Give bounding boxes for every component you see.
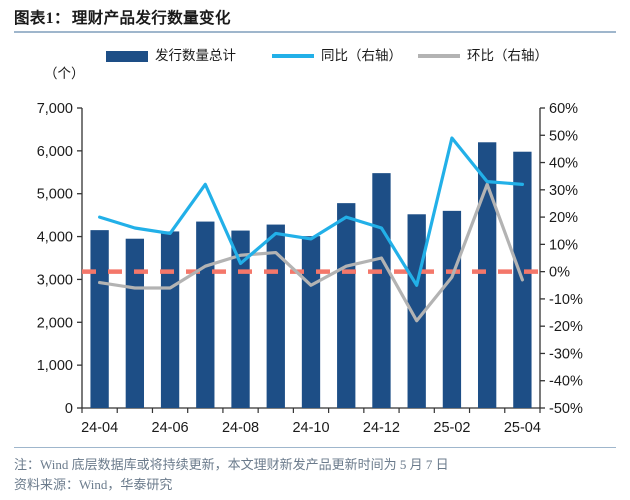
chart-header: 图表1： 理财产品发行数量变化: [0, 0, 630, 40]
right-axis-tick-label: 0%: [549, 265, 570, 281]
right-axis-tick-label: 40%: [549, 156, 578, 172]
x-axis-tick-label: 25-04: [504, 420, 541, 436]
right-axis-tick-label: -50%: [549, 401, 583, 417]
left-axis: 7,000 6,000 5,000 4,000 3,000 2,000 1,000 0: [37, 101, 83, 417]
legend-label: 发行数量总计: [155, 48, 236, 64]
footnote-source: 资料来源：Wind，华泰研究: [14, 477, 173, 492]
x-axis-tick-label: 24-10: [292, 420, 329, 436]
title-divider: [14, 31, 616, 33]
title-text: 理财产品发行数量变化: [71, 10, 231, 27]
right-axis-tick-label: -30%: [549, 346, 583, 362]
line-swatch-icon: [418, 54, 460, 59]
chart-plot-area: 7,000 6,000 5,000 4,000 3,000 2,000 1,000 0 60%…: [37, 101, 583, 436]
left-axis-tick-label: 6,000: [37, 144, 73, 160]
left-axis-tick-label: 4,000: [37, 230, 73, 246]
bar[interactable]: [301, 236, 321, 408]
legend-item-yoy[interactable]: 同比（右轴）: [272, 45, 402, 67]
y-axis-unit-label: （个）: [44, 66, 85, 81]
bar[interactable]: [160, 231, 180, 408]
chart-footer: 注：Wind 底层数据库或将持续更新，本文理财新发产品更新时间为 5 月 7 日…: [14, 455, 620, 495]
x-axis-tick-labels: 24-04 24-06 24-08 24-10 24-12 25-02 25-04: [81, 420, 541, 436]
figure-label: 图表1：: [14, 10, 70, 27]
yoy-line[interactable]: [98, 136, 524, 287]
right-axis-tick-label: 10%: [549, 237, 578, 253]
bar[interactable]: [442, 210, 462, 408]
x-axis-tick-label: 24-12: [363, 420, 400, 436]
bar[interactable]: [477, 142, 497, 409]
footer-divider: [14, 447, 616, 448]
left-axis-tick-label: 3,000: [37, 272, 73, 288]
legend-item-issuance-total[interactable]: 发行数量总计: [106, 45, 236, 67]
bar[interactable]: [90, 230, 109, 408]
legend-label: 同比（右轴）: [321, 48, 402, 64]
bar[interactable]: [372, 173, 391, 408]
bottom-axis: [81, 407, 541, 413]
left-axis-tick-label: 2,000: [37, 315, 73, 331]
right-axis-tick-label: 60%: [549, 101, 578, 117]
right-axis-tick-label: -10%: [549, 292, 583, 308]
legend-label: 环比（右轴）: [467, 48, 548, 64]
left-axis-tick-label: 7,000: [37, 101, 73, 117]
left-axis-tick-label: 0: [65, 401, 73, 417]
left-axis-tick-label: 1,000: [37, 358, 73, 374]
page-title: 图表1： 理财产品发行数量变化: [14, 6, 231, 28]
bar-swatch-icon: [106, 50, 148, 62]
chart-legend: 发行数量总计 同比（右轴） 环比（右轴）: [0, 45, 630, 71]
right-axis-tick-label: -20%: [549, 319, 583, 335]
right-axis-tick-label: -40%: [549, 374, 583, 390]
yoy-line-series: [98, 136, 524, 287]
bar-series: [90, 142, 532, 409]
x-axis-tick-label: 24-06: [152, 420, 189, 436]
x-axis-tick-label: 24-08: [222, 420, 259, 436]
left-axis-tick-label: 5,000: [37, 187, 73, 203]
legend-item-mom[interactable]: 环比（右轴）: [418, 45, 548, 67]
mom-line-series: [98, 182, 524, 323]
x-axis-tick-label: 24-04: [81, 420, 118, 436]
bar[interactable]: [125, 238, 145, 408]
bar[interactable]: [337, 203, 356, 408]
x-axis-tick-label: 25-02: [433, 420, 470, 436]
footnote-note: 注：Wind 底层数据库或将持续更新，本文理财新发产品更新时间为 5 月 7 日: [14, 457, 449, 472]
bar[interactable]: [231, 230, 250, 408]
mom-line[interactable]: [98, 182, 524, 323]
bar[interactable]: [196, 221, 215, 408]
chart-canvas: 7,000 6,000 5,000 4,000 3,000 2,000 1,000 0 60%…: [37, 101, 583, 436]
right-axis-tick-label: 30%: [549, 183, 578, 199]
line-swatch-icon: [272, 54, 314, 59]
right-axis: 60% 50% 40% 30% 20% 10% 0% -10% -20% -30% -40% -50%: [539, 101, 583, 417]
right-axis-tick-label: 20%: [549, 210, 578, 226]
right-axis-tick-label: 50%: [549, 128, 578, 144]
